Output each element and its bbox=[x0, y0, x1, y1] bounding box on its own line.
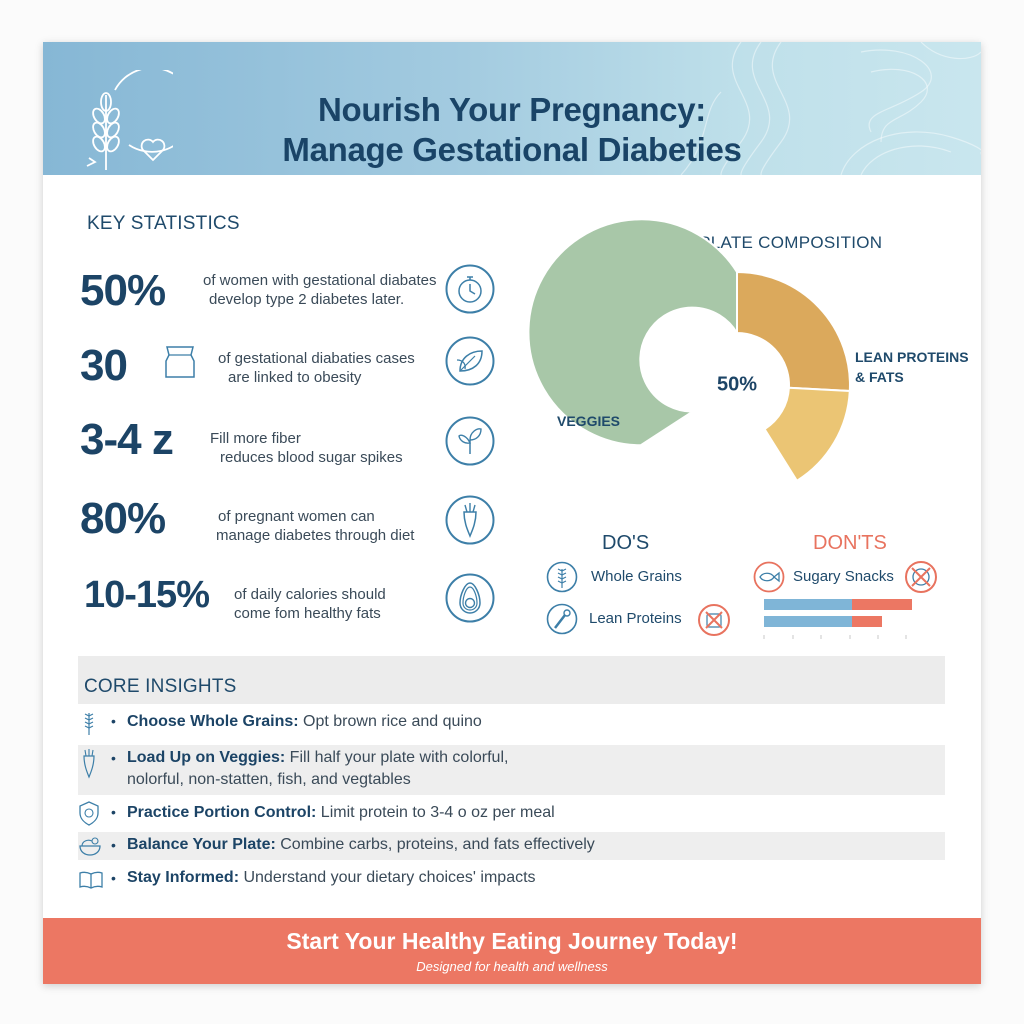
do-item-lean-proteins: Lean Proteins bbox=[589, 610, 682, 627]
chart-title: BALANCED PLATE COMPOSITION bbox=[600, 233, 883, 252]
stat-value: 3-4 z bbox=[80, 415, 174, 464]
stat-value: 10-15% bbox=[84, 574, 210, 616]
page-title: Nourish Your Pregnancy: Manage Gestation… bbox=[43, 90, 981, 170]
key-statistics-heading: KEY STATISTICS bbox=[87, 213, 240, 234]
title-line-1: Nourish Your Pregnancy: bbox=[318, 91, 706, 128]
leaf-icon bbox=[445, 336, 495, 386]
fish-icon bbox=[753, 561, 785, 593]
core-insights-header-band bbox=[78, 656, 945, 704]
title-line-2: Manage Gestational Diabeties bbox=[282, 131, 742, 168]
bullet: • bbox=[111, 804, 116, 820]
stat-value: 50% bbox=[80, 266, 166, 315]
no-candy-icon bbox=[905, 561, 937, 593]
wheat-heart-icon bbox=[86, 70, 173, 170]
no-bread-icon bbox=[698, 604, 730, 636]
bullet: • bbox=[111, 713, 116, 729]
bullet: • bbox=[111, 837, 116, 853]
stat-text: of gestational diabaties cases are linke… bbox=[218, 350, 415, 386]
insight-item-continuation: nolorful, non-statten, fish, and vegtabl… bbox=[127, 771, 411, 788]
stat-text: Fill more fiber reduces blood sugar spik… bbox=[210, 430, 403, 466]
chart-label-veggies: VEGGIES bbox=[557, 413, 621, 429]
donut-center-label: 50% bbox=[716, 373, 758, 396]
carrot-icon bbox=[445, 495, 495, 545]
bowl-icon bbox=[79, 837, 101, 856]
stat-value: 80% bbox=[80, 494, 166, 543]
book-icon bbox=[79, 871, 103, 889]
dont-item-sugary-snacks: Sugary Snacks bbox=[793, 568, 894, 585]
dont-bar-chart bbox=[763, 599, 912, 639]
stat-text: of daily calories should come fom health… bbox=[234, 586, 386, 622]
stopwatch-icon bbox=[445, 264, 495, 314]
topographic-pattern-icon bbox=[680, 42, 981, 175]
bullet: • bbox=[111, 870, 116, 886]
row-stripe bbox=[78, 832, 945, 860]
row-stripe bbox=[78, 745, 945, 795]
insight-item: Load Up on Veggies: Fill half your plate… bbox=[127, 749, 509, 766]
core-insights-heading: CORE INSIGHTS bbox=[84, 676, 237, 697]
stat-text: of pregnant women can manage diabetes th… bbox=[216, 508, 415, 544]
carrot-icon bbox=[83, 749, 95, 779]
dos-heading: DO'S bbox=[602, 532, 650, 554]
header-banner: Nourish Your Pregnancy: Manage Gestation… bbox=[43, 42, 981, 175]
footer-banner: Start Your Healthy Eating Journey Today!… bbox=[43, 918, 981, 984]
drumstick-icon bbox=[546, 603, 578, 635]
avocado-icon bbox=[445, 573, 495, 623]
bullet: • bbox=[111, 750, 116, 766]
chart-label-proteins: LEAN PROTEINS & FATS bbox=[855, 349, 969, 385]
shield-icon bbox=[79, 801, 99, 826]
footer-cta: Start Your Healthy Eating Journey Today! bbox=[286, 928, 738, 954]
wheat-icon bbox=[84, 713, 94, 735]
insight-item: Balance Your Plate: Combine carbs, prote… bbox=[127, 836, 595, 853]
donts-heading: DON'TS bbox=[813, 532, 887, 554]
stat-value: 30 bbox=[80, 341, 128, 390]
infographic-card: Nourish Your Pregnancy: Manage Gestation… bbox=[43, 42, 981, 984]
footer-subtitle: Designed for health and wellness bbox=[416, 959, 608, 974]
insight-item: Practice Portion Control: Limit protein … bbox=[127, 804, 555, 821]
sprout-icon bbox=[445, 416, 495, 466]
bag-icon bbox=[165, 346, 195, 378]
stat-text: of women with gestational diabates devel… bbox=[203, 272, 437, 308]
do-item-whole-grains: Whole Grains bbox=[591, 568, 682, 585]
wheat-icon bbox=[546, 561, 578, 593]
insight-item: Stay Informed: Understand your dietary c… bbox=[127, 869, 536, 886]
insight-item: Choose Whole Grains: Opt brown rice and … bbox=[127, 713, 482, 730]
